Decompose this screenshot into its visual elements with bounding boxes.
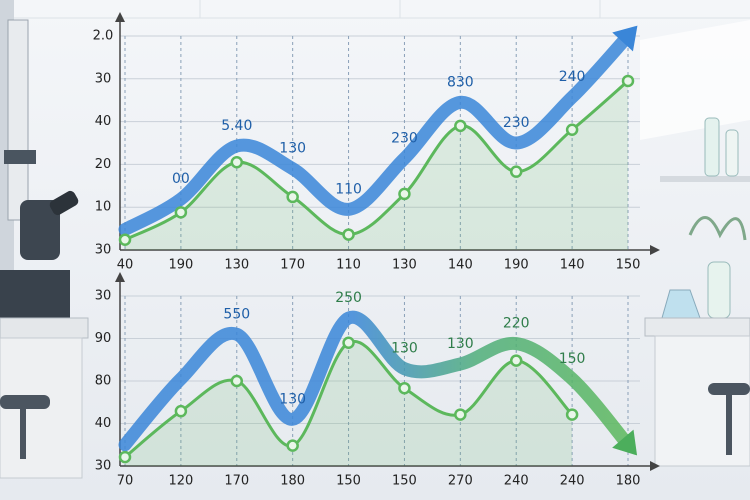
trend-arrow [612, 429, 638, 456]
y-tick-label: 40 [95, 416, 112, 431]
data-point [286, 439, 299, 452]
data-point [230, 156, 244, 169]
data-point [342, 228, 355, 241]
point-label: 250 [335, 290, 362, 306]
area [125, 341, 573, 466]
x-tick-label: 120 [168, 474, 193, 489]
data-point [230, 374, 244, 388]
y-axis-arrow [115, 272, 125, 282]
data-point [509, 165, 523, 178]
trend-band [118, 29, 635, 236]
data-point [286, 190, 299, 204]
point-label: 240 [559, 69, 586, 85]
data-point [174, 404, 188, 418]
x-tick-label: 150 [336, 474, 361, 489]
point-label: 130 [279, 391, 306, 407]
shelf [644, 117, 750, 467]
x-tick-label: 70 [117, 474, 134, 489]
y-tick-label: 30 [95, 243, 112, 258]
y-tick-label: 80 [95, 374, 112, 389]
window [640, 20, 750, 140]
data-point [509, 354, 523, 367]
x-tick-label: 190 [168, 258, 193, 273]
data-point [398, 381, 411, 395]
charts: 30 10 20 40 30 2.0 40 190 130 170 110 130 140 190 140 1… [93, 12, 660, 489]
y-tick-label: 10 [95, 200, 112, 215]
series-line [124, 79, 629, 242]
point-label: 130 [391, 341, 418, 357]
y-tick-label: 30 [95, 459, 112, 474]
point-label: 230 [503, 115, 530, 131]
y-tick-label: 30 [95, 289, 112, 304]
x-tick-label: 240 [504, 474, 529, 489]
chart: 30 40 80 90 30 70 120 170 180 150 150 270 240 240 180 5… [95, 272, 660, 489]
data-point [565, 408, 579, 421]
x-tick-label: 150 [616, 258, 641, 273]
x-tick-label: 170 [224, 474, 249, 489]
point-label: 220 [503, 316, 530, 332]
x-tick-label: 180 [280, 474, 305, 489]
point-label: 830 [447, 74, 474, 90]
x-tick-label: 130 [392, 258, 417, 273]
y-tick-label: 40 [95, 114, 112, 129]
x-tick-label: 140 [448, 258, 473, 273]
x-tick-label: 140 [560, 258, 585, 273]
x-tick-label: 40 [117, 258, 134, 273]
area [125, 80, 628, 250]
data-point [454, 119, 467, 133]
microscope [0, 0, 89, 479]
x-tick-label: 150 [392, 474, 417, 489]
point-label: 110 [335, 181, 362, 197]
y-tick-label: 20 [95, 157, 112, 172]
y-tick-label: 2.0 [93, 29, 114, 44]
y-tick-label: 90 [95, 331, 112, 346]
x-tick-label: 270 [448, 474, 473, 489]
data-point [398, 187, 411, 201]
x-tick-label: 130 [224, 258, 249, 273]
x-tick-label: 170 [280, 258, 305, 273]
point-label: 5.40 [221, 118, 252, 134]
data-point [454, 408, 467, 421]
point-label: 150 [559, 351, 586, 367]
chart: 30 10 20 40 30 2.0 40 190 130 170 110 130 140 190 140 1… [93, 12, 660, 273]
data-point [565, 123, 579, 136]
x-tick-label: 110 [336, 258, 361, 273]
ceiling [0, 0, 750, 19]
y-axis-arrow [115, 12, 125, 22]
trend-band [118, 310, 635, 452]
x-tick-label: 180 [616, 474, 641, 489]
point-label: 130 [447, 336, 474, 352]
data-point [342, 336, 355, 349]
data-point [621, 74, 635, 88]
data-point [174, 206, 188, 219]
point-label: 550 [223, 306, 250, 322]
x-tick-label: 190 [504, 258, 529, 273]
x-tick-label: 240 [560, 474, 585, 489]
data-point [118, 233, 132, 246]
x-axis-arrow [650, 461, 660, 471]
trend-arrow [612, 25, 638, 52]
point-label: 00 [172, 171, 190, 187]
y-tick-label: 30 [95, 71, 112, 86]
point-label: 230 [391, 130, 418, 146]
data-point [118, 450, 132, 464]
point-label: 130 [279, 141, 306, 157]
x-axis-arrow [650, 245, 660, 255]
